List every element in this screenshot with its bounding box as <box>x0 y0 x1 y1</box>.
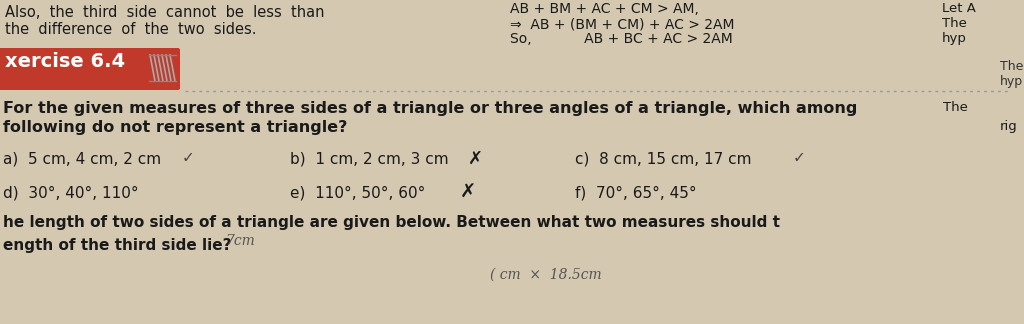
FancyBboxPatch shape <box>0 48 180 90</box>
Text: a)  5 cm, 4 cm, 2 cm: a) 5 cm, 4 cm, 2 cm <box>3 152 161 167</box>
Text: 7cm: 7cm <box>225 234 255 248</box>
Text: Let A: Let A <box>942 2 976 15</box>
Text: ength of the third side lie?: ength of the third side lie? <box>3 238 231 253</box>
Text: the  difference  of  the  two  sides.: the difference of the two sides. <box>5 22 256 37</box>
Text: c)  8 cm, 15 cm, 17 cm: c) 8 cm, 15 cm, 17 cm <box>575 152 752 167</box>
Text: For the given measures of three sides of a triangle or three angles of a triangl: For the given measures of three sides of… <box>3 101 857 116</box>
Text: b)  1 cm, 2 cm, 3 cm: b) 1 cm, 2 cm, 3 cm <box>290 152 449 167</box>
Text: The: The <box>1000 60 1023 73</box>
Text: he length of two sides of a triangle are given below. Between what two measures : he length of two sides of a triangle are… <box>3 215 780 230</box>
Text: The: The <box>942 17 967 30</box>
Text: rig: rig <box>1000 120 1018 133</box>
Text: hyp: hyp <box>1000 75 1023 88</box>
Text: ✗: ✗ <box>460 183 476 202</box>
Text: ( cm  ×  18.5cm: ( cm × 18.5cm <box>490 268 602 282</box>
Text: following do not represent a triangle?: following do not represent a triangle? <box>3 120 347 135</box>
Text: ✓: ✓ <box>182 150 195 165</box>
Text: d)  30°, 40°, 110°: d) 30°, 40°, 110° <box>3 185 138 200</box>
Text: ⇒  AB + (BM + CM) + AC > 2AM: ⇒ AB + (BM + CM) + AC > 2AM <box>510 17 734 31</box>
Text: f)  70°, 65°, 45°: f) 70°, 65°, 45° <box>575 185 696 200</box>
Text: xercise 6.4: xercise 6.4 <box>5 52 125 71</box>
Text: The: The <box>943 101 968 114</box>
Text: e)  110°, 50°, 60°: e) 110°, 50°, 60° <box>290 185 425 200</box>
Text: So,            AB + BC + AC > 2AM: So, AB + BC + AC > 2AM <box>510 32 733 46</box>
Text: ✓: ✓ <box>793 150 806 165</box>
Text: AB + BM + AC + CM > AM,: AB + BM + AC + CM > AM, <box>510 2 698 16</box>
Text: Also,  the  third  side  cannot  be  less  than: Also, the third side cannot be less than <box>5 5 325 20</box>
Text: ✗: ✗ <box>468 150 483 168</box>
Text: hyp: hyp <box>942 32 967 45</box>
